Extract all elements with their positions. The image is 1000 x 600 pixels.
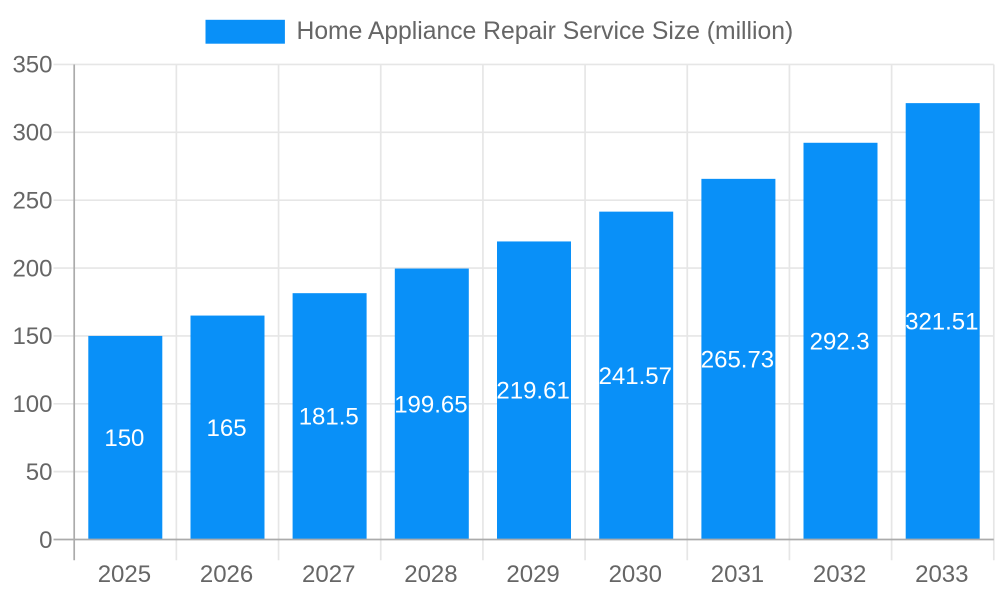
svg-text:265.73: 265.73 bbox=[701, 346, 774, 373]
svg-text:50: 50 bbox=[26, 459, 53, 486]
svg-text:Home Appliance Repair Service: Home Appliance Repair Service Size (mill… bbox=[297, 18, 794, 45]
svg-text:0: 0 bbox=[39, 527, 52, 554]
svg-text:2032: 2032 bbox=[813, 561, 866, 588]
svg-text:350: 350 bbox=[12, 52, 52, 79]
svg-text:2027: 2027 bbox=[302, 561, 355, 588]
svg-text:2028: 2028 bbox=[404, 561, 457, 588]
svg-text:165: 165 bbox=[207, 415, 247, 442]
svg-text:200: 200 bbox=[12, 255, 52, 282]
svg-text:181.5: 181.5 bbox=[299, 404, 359, 431]
svg-text:150: 150 bbox=[12, 323, 52, 350]
svg-text:219.61: 219.61 bbox=[496, 378, 569, 405]
svg-text:150: 150 bbox=[104, 425, 144, 452]
svg-text:2031: 2031 bbox=[711, 561, 764, 588]
svg-text:321.51: 321.51 bbox=[905, 309, 978, 336]
svg-text:2026: 2026 bbox=[200, 561, 253, 588]
svg-text:100: 100 bbox=[12, 391, 52, 418]
svg-text:2033: 2033 bbox=[915, 561, 968, 588]
svg-text:2029: 2029 bbox=[506, 561, 559, 588]
svg-text:2030: 2030 bbox=[609, 561, 662, 588]
svg-text:250: 250 bbox=[12, 187, 52, 214]
svg-text:300: 300 bbox=[12, 120, 52, 147]
svg-text:292.3: 292.3 bbox=[810, 328, 870, 355]
svg-text:241.57: 241.57 bbox=[599, 363, 672, 390]
svg-text:199.65: 199.65 bbox=[394, 391, 467, 418]
svg-text:2025: 2025 bbox=[98, 561, 151, 588]
